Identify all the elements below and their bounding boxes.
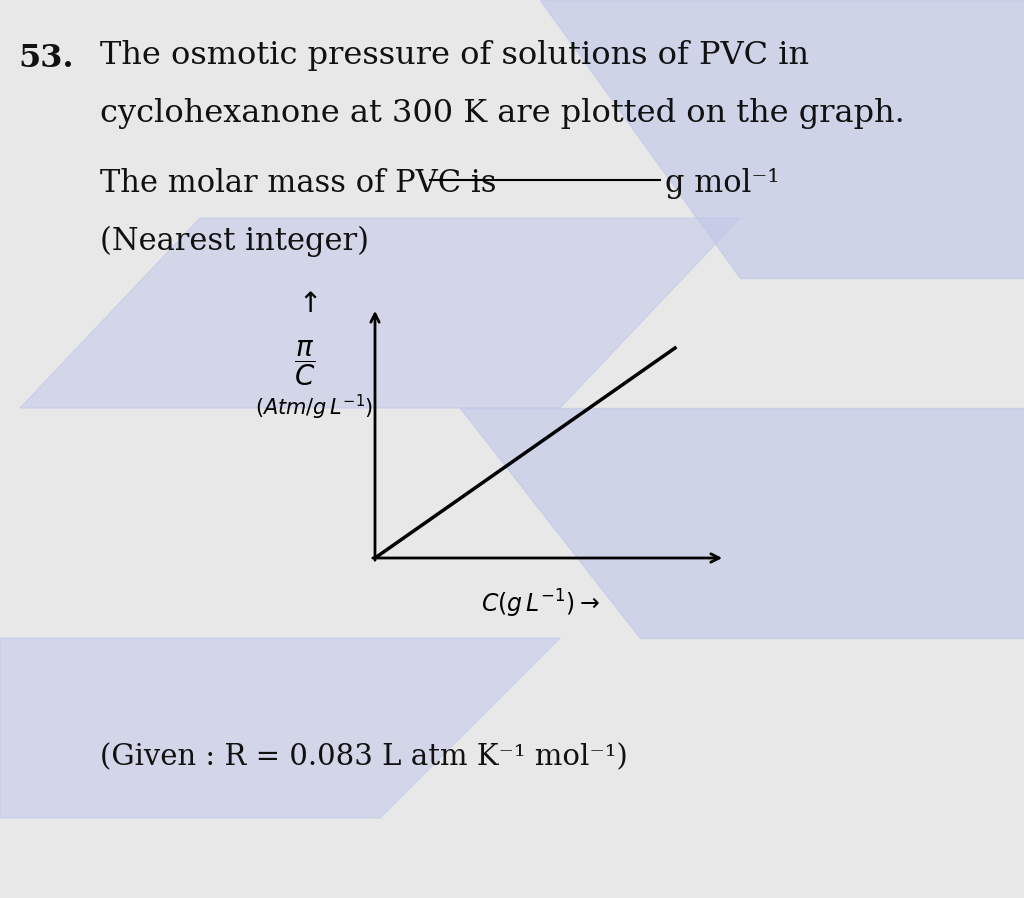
Text: $\dfrac{\pi}{C}$: $\dfrac{\pi}{C}$ [294, 338, 315, 388]
Polygon shape [0, 638, 560, 818]
Polygon shape [20, 218, 740, 408]
Text: cyclohexanone at 300 K are plotted on the graph.: cyclohexanone at 300 K are plotted on th… [100, 98, 905, 129]
Text: The molar mass of PVC is: The molar mass of PVC is [100, 168, 497, 199]
Text: $(Atm/g\,L^{-1})$: $(Atm/g\,L^{-1})$ [255, 393, 374, 422]
Text: (Nearest integer): (Nearest integer) [100, 226, 369, 257]
Text: $C(g\,L^{-1})\rightarrow$: $C(g\,L^{-1})\rightarrow$ [480, 588, 599, 621]
Text: 53.: 53. [18, 43, 74, 74]
Text: The osmotic pressure of solutions of PVC in: The osmotic pressure of solutions of PVC… [100, 40, 809, 71]
Polygon shape [460, 408, 1024, 638]
Polygon shape [540, 0, 1024, 278]
Text: g mol⁻¹: g mol⁻¹ [665, 168, 779, 199]
Text: (Given : R = 0.083 L atm K⁻¹ mol⁻¹): (Given : R = 0.083 L atm K⁻¹ mol⁻¹) [100, 743, 628, 771]
Text: $\uparrow$: $\uparrow$ [293, 291, 317, 318]
